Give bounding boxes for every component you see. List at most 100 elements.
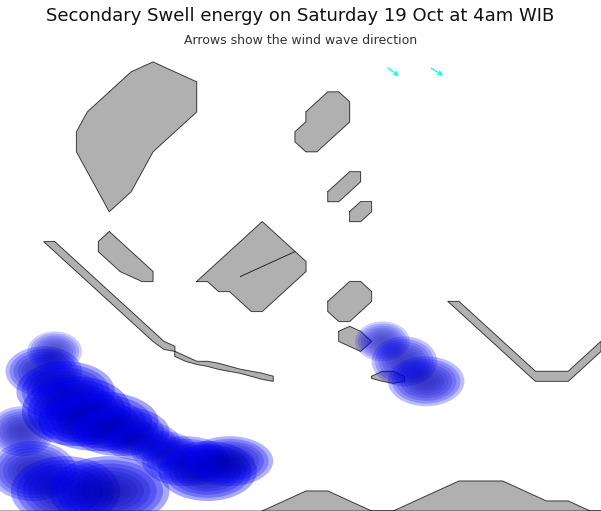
Ellipse shape xyxy=(34,471,97,511)
Ellipse shape xyxy=(16,361,115,421)
Ellipse shape xyxy=(92,417,148,446)
Ellipse shape xyxy=(11,456,120,511)
Ellipse shape xyxy=(56,399,97,424)
Ellipse shape xyxy=(22,357,66,386)
Ellipse shape xyxy=(395,355,413,368)
Ellipse shape xyxy=(389,350,419,373)
Ellipse shape xyxy=(97,420,144,443)
Ellipse shape xyxy=(116,428,168,455)
Ellipse shape xyxy=(364,328,401,355)
Polygon shape xyxy=(44,242,175,352)
Ellipse shape xyxy=(156,444,216,478)
Ellipse shape xyxy=(68,406,85,416)
Ellipse shape xyxy=(34,365,53,378)
Ellipse shape xyxy=(47,380,84,402)
Ellipse shape xyxy=(83,413,114,429)
Ellipse shape xyxy=(3,417,41,446)
Ellipse shape xyxy=(0,448,67,495)
Ellipse shape xyxy=(62,463,157,511)
Ellipse shape xyxy=(10,422,34,440)
Ellipse shape xyxy=(28,467,103,511)
Ellipse shape xyxy=(165,449,206,473)
Ellipse shape xyxy=(29,362,58,381)
Ellipse shape xyxy=(39,387,114,435)
Ellipse shape xyxy=(209,449,250,473)
Ellipse shape xyxy=(112,426,172,457)
Ellipse shape xyxy=(189,460,225,482)
Ellipse shape xyxy=(0,441,76,501)
Ellipse shape xyxy=(22,463,109,511)
Ellipse shape xyxy=(89,416,108,426)
Ellipse shape xyxy=(13,425,31,438)
Ellipse shape xyxy=(71,406,169,456)
Ellipse shape xyxy=(38,391,159,451)
Ellipse shape xyxy=(27,367,105,415)
Polygon shape xyxy=(448,301,601,381)
Polygon shape xyxy=(76,62,197,212)
Ellipse shape xyxy=(358,323,407,359)
Ellipse shape xyxy=(17,460,114,511)
Ellipse shape xyxy=(0,409,51,453)
Ellipse shape xyxy=(169,448,246,495)
Ellipse shape xyxy=(174,455,197,468)
Ellipse shape xyxy=(10,349,78,393)
Ellipse shape xyxy=(138,435,190,467)
Ellipse shape xyxy=(0,406,55,456)
Ellipse shape xyxy=(108,423,176,459)
Ellipse shape xyxy=(361,326,404,357)
Ellipse shape xyxy=(30,334,79,369)
Ellipse shape xyxy=(50,394,102,428)
Ellipse shape xyxy=(373,334,392,349)
Ellipse shape xyxy=(22,376,131,446)
Ellipse shape xyxy=(76,410,120,432)
Ellipse shape xyxy=(163,444,252,498)
Ellipse shape xyxy=(375,339,434,384)
Ellipse shape xyxy=(128,434,156,449)
Ellipse shape xyxy=(174,451,241,492)
Ellipse shape xyxy=(200,467,215,476)
Ellipse shape xyxy=(355,321,410,361)
Ellipse shape xyxy=(26,360,62,383)
Ellipse shape xyxy=(102,422,138,440)
Ellipse shape xyxy=(371,336,437,386)
Ellipse shape xyxy=(87,414,154,448)
Ellipse shape xyxy=(145,439,183,462)
Ellipse shape xyxy=(17,460,49,482)
Ellipse shape xyxy=(392,359,460,404)
Ellipse shape xyxy=(179,454,236,489)
Text: Secondary Swell energy on Saturday 19 Oct at 4am WIB: Secondary Swell energy on Saturday 19 Oc… xyxy=(46,7,555,25)
Ellipse shape xyxy=(55,460,163,511)
Ellipse shape xyxy=(200,444,260,478)
Ellipse shape xyxy=(12,457,53,485)
Ellipse shape xyxy=(135,433,194,469)
Ellipse shape xyxy=(63,402,91,421)
Ellipse shape xyxy=(64,404,133,438)
Polygon shape xyxy=(295,92,350,152)
Polygon shape xyxy=(197,222,306,311)
Ellipse shape xyxy=(213,452,245,470)
Ellipse shape xyxy=(159,441,257,501)
Polygon shape xyxy=(99,231,153,282)
Ellipse shape xyxy=(375,336,389,346)
Ellipse shape xyxy=(382,344,427,378)
Ellipse shape xyxy=(70,407,127,435)
Ellipse shape xyxy=(412,372,440,390)
Ellipse shape xyxy=(32,371,99,412)
Ellipse shape xyxy=(100,485,118,497)
Ellipse shape xyxy=(204,447,255,476)
Polygon shape xyxy=(0,481,601,511)
Ellipse shape xyxy=(17,354,70,388)
Ellipse shape xyxy=(58,387,73,396)
Polygon shape xyxy=(328,282,371,321)
Ellipse shape xyxy=(22,364,109,418)
Ellipse shape xyxy=(81,411,159,451)
Ellipse shape xyxy=(160,447,211,476)
Ellipse shape xyxy=(124,432,160,451)
Ellipse shape xyxy=(45,391,108,431)
Ellipse shape xyxy=(104,421,180,461)
Polygon shape xyxy=(350,202,371,222)
Ellipse shape xyxy=(14,352,74,391)
Ellipse shape xyxy=(28,380,126,443)
Ellipse shape xyxy=(185,457,231,485)
Ellipse shape xyxy=(37,374,94,409)
